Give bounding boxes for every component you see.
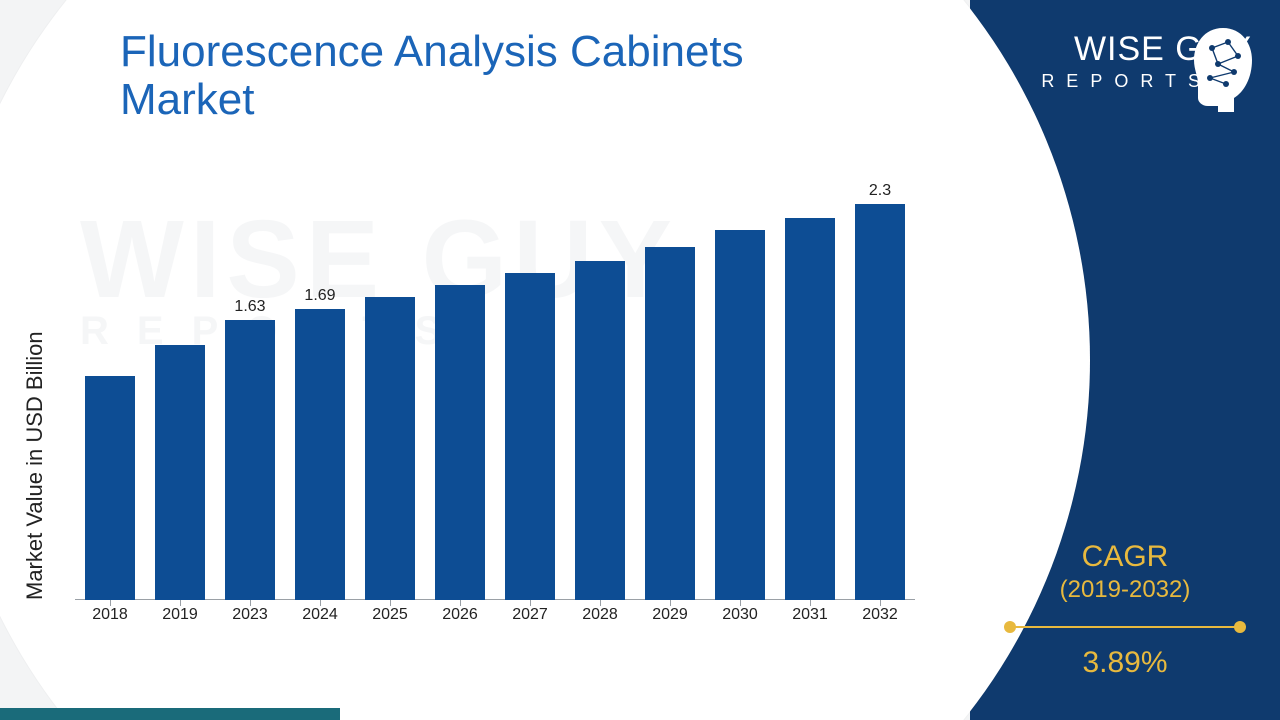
bar-chart: 201820191.6320231.6920242025202620272028… — [75, 170, 915, 600]
bar — [365, 297, 415, 600]
bar — [435, 285, 485, 600]
bar — [645, 247, 695, 600]
x-tick-label: 2029 — [635, 606, 705, 624]
chart-title: Fluorescence Analysis Cabinets Market — [120, 28, 880, 125]
bar-value-label: 2.3 — [845, 182, 915, 200]
bar-slot — [705, 170, 775, 600]
bar-slot — [145, 170, 215, 600]
bar — [225, 320, 275, 600]
y-axis-label: Market Value in USD Billion — [22, 331, 48, 600]
x-tick-label: 2018 — [75, 606, 145, 624]
cagr-value: 3.89% — [1000, 646, 1250, 680]
bar — [85, 376, 135, 600]
bar-value-label: 1.63 — [215, 298, 285, 316]
bar — [855, 204, 905, 600]
bottom-accent-bar — [0, 708, 340, 720]
bar — [295, 309, 345, 600]
bar-slot — [775, 170, 845, 600]
bar — [715, 230, 765, 600]
bar-slot — [355, 170, 425, 600]
x-tick-label: 2031 — [775, 606, 845, 624]
x-tick-label: 2024 — [285, 606, 355, 624]
bar-slot — [75, 170, 145, 600]
x-tick-label: 2023 — [215, 606, 285, 624]
bar — [505, 273, 555, 600]
bar-slot — [565, 170, 635, 600]
report-card: WISE GUY REPORTS Fluorescence Analysis C… — [0, 0, 1280, 720]
x-tick-label: 2030 — [705, 606, 775, 624]
x-tick-label: 2025 — [355, 606, 425, 624]
bar-slot: 1.69 — [285, 170, 355, 600]
x-tick-label: 2027 — [495, 606, 565, 624]
bar-slot — [495, 170, 565, 600]
bar — [575, 261, 625, 600]
cagr-range: (2019-2032) — [1000, 576, 1250, 604]
bar — [155, 345, 205, 600]
bar-slot — [425, 170, 495, 600]
cagr-block: CAGR (2019-2032) 3.89% — [1000, 540, 1250, 680]
x-tick-label: 2032 — [845, 606, 915, 624]
bar-value-label: 1.69 — [285, 287, 355, 305]
brand-logo: WISE GUY REPORTS — [992, 30, 1252, 92]
x-tick-label: 2026 — [425, 606, 495, 624]
head-network-icon — [1188, 24, 1258, 114]
bar-slot: 1.63 — [215, 170, 285, 600]
cagr-label: CAGR — [1000, 540, 1250, 574]
x-tick-label: 2028 — [565, 606, 635, 624]
bar — [785, 218, 835, 600]
bar-slot — [635, 170, 705, 600]
cagr-divider — [1010, 626, 1240, 628]
x-tick-label: 2019 — [145, 606, 215, 624]
bar-slot: 2.3 — [845, 170, 915, 600]
